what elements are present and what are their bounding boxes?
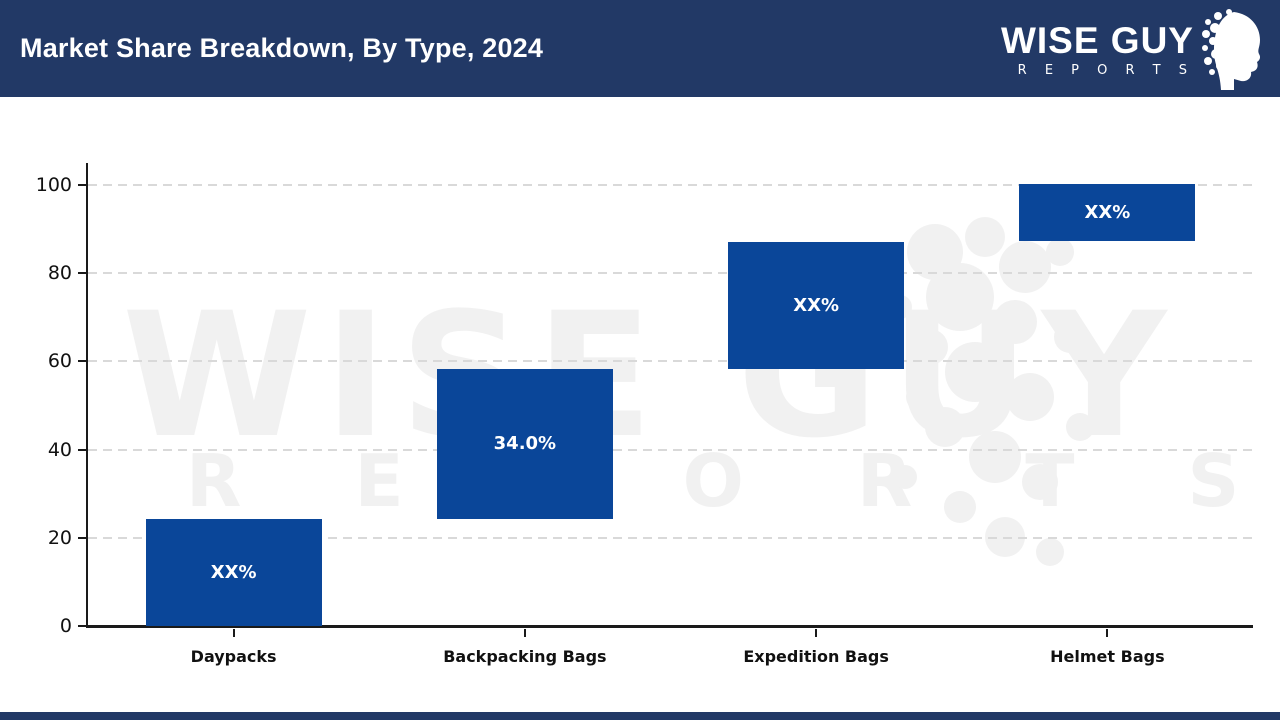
watermark-dot	[1022, 464, 1058, 500]
x-tick-mark	[815, 629, 818, 637]
watermark-dot	[926, 263, 994, 331]
bar-value-label: XX%	[793, 295, 840, 317]
gridline	[88, 536, 1253, 539]
chart-area: WISE GUY R E P O R T S 0 20 40 60 80 100 Daypa…	[0, 97, 1280, 712]
watermark-dot	[912, 329, 948, 365]
y-tick-label: 80	[47, 262, 72, 284]
y-tick-mark	[78, 272, 86, 274]
x-tick-label-helmet-bags: Helmet Bags	[1050, 647, 1165, 666]
logo-head-icon	[1202, 9, 1261, 90]
y-tick-label: 0	[59, 615, 72, 637]
footer-bar	[0, 712, 1280, 720]
gridline	[88, 360, 1253, 363]
watermark-dot	[1066, 413, 1094, 441]
y-tick-mark	[78, 448, 86, 451]
watermark-dot	[999, 241, 1051, 293]
watermark-dot	[1054, 321, 1086, 353]
plot-area: 0 20 40 60 80 100 Daypacks XX% Backpacking Bags 3…	[36, 163, 1253, 666]
bar-daypacks: XX%	[145, 519, 322, 626]
watermark-dot	[969, 431, 1021, 483]
y-tick-mark	[78, 183, 86, 186]
bar-value-label: 34.0%	[493, 433, 557, 455]
bar-expedition-bags: XX%	[728, 242, 905, 370]
x-tick-label-backpacking-bags: Backpacking Bags	[443, 647, 607, 666]
header-bar: Market Share Breakdown, By Type, 2024 WI…	[0, 0, 1280, 97]
logo-wordmark: WISE GUY	[1000, 19, 1194, 61]
gridline	[88, 272, 1253, 274]
logo-subtext: R E P O R T S	[1017, 62, 1194, 78]
y-tick-mark	[78, 536, 86, 539]
y-tick-label: 40	[47, 438, 72, 461]
y-tick-label: 20	[47, 526, 72, 549]
gridline	[88, 183, 1253, 186]
x-tick-label-expedition-bags: Expedition Bags	[743, 647, 889, 666]
x-tick-mark	[232, 629, 235, 637]
y-tick-mark	[78, 360, 86, 363]
watermark-dot	[1036, 538, 1064, 566]
x-tick-label-daypacks: Daypacks	[190, 647, 277, 666]
logo-text: WISE GUY R E P O R T S	[1000, 19, 1194, 78]
bar-backpacking-bags: 34.0%	[436, 368, 613, 519]
watermark-dot	[925, 407, 965, 447]
watermark-dot	[1046, 238, 1074, 266]
chart-title: Market Share Breakdown, By Type, 2024	[20, 33, 544, 63]
watermark-dot	[945, 342, 1005, 402]
bar-helmet-bags: XX%	[1019, 183, 1196, 242]
watermark-dot	[965, 217, 1005, 257]
watermark-dot	[906, 383, 934, 411]
y-tick-label: 60	[47, 350, 72, 373]
watermark-dot	[893, 465, 917, 489]
y-tick-mark	[78, 625, 86, 627]
bar-value-label: XX%	[210, 562, 257, 584]
watermark-dot	[1006, 373, 1054, 421]
brand-logo: WISE GUY R E P O R T S	[1001, 6, 1268, 92]
x-tick-mark	[1106, 629, 1109, 637]
y-tick-label: 100	[35, 173, 72, 196]
watermark-subtext: R E P O R T S	[186, 439, 1280, 523]
y-axis-spine	[86, 163, 88, 626]
bar-value-label: XX%	[1084, 202, 1131, 224]
gridline	[88, 448, 1253, 451]
x-tick-mark	[523, 629, 526, 637]
watermark-dot	[944, 491, 976, 523]
watermark-dot	[993, 300, 1037, 344]
x-axis-line	[86, 625, 1253, 628]
